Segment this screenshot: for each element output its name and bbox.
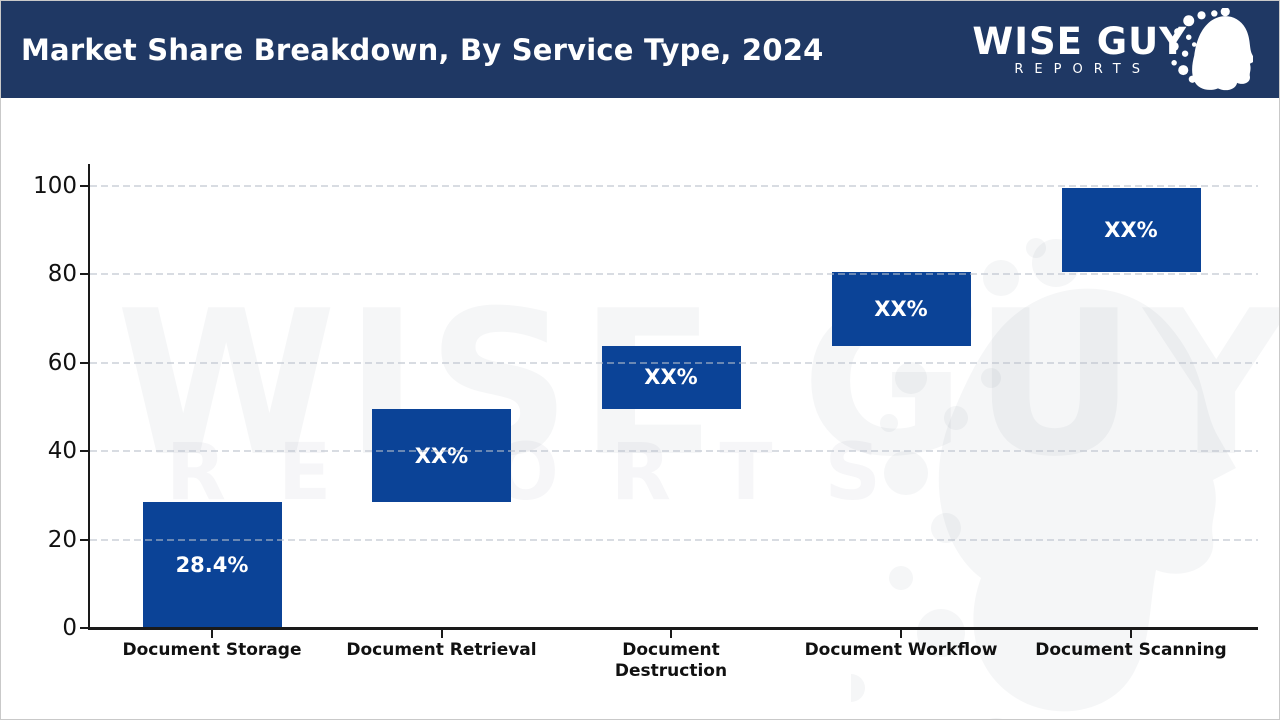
- y-tick-label: 40: [47, 438, 77, 465]
- gridline-20: [90, 538, 1258, 541]
- x-axis: [88, 627, 1258, 630]
- header-bar: Market Share Breakdown, By Service Type,…: [1, 1, 1279, 98]
- bar-value-label: XX%: [874, 296, 928, 321]
- x-tick-mark: [900, 629, 902, 638]
- gridline-80: [90, 273, 1258, 276]
- y-tick-label: 0: [62, 615, 77, 641]
- gridline-100: [90, 185, 1258, 187]
- bar-segment: XX%: [1061, 187, 1201, 272]
- bar-segment: XX%: [831, 271, 971, 346]
- bar-segment: XX%: [372, 408, 511, 503]
- y-tick-mark: [80, 361, 89, 364]
- x-category-label: Document Storage: [122, 640, 302, 660]
- brand-logo: WISE GUY REPORTS: [972, 1, 1253, 98]
- gridline-40: [90, 450, 1258, 453]
- y-tick-mark: [80, 538, 89, 541]
- y-tick-mark: [80, 273, 89, 276]
- brand-name: WISE GUY: [972, 19, 1187, 63]
- y-tick-label: 100: [33, 173, 77, 199]
- y-tick-mark: [80, 185, 89, 187]
- gridline-60: [90, 361, 1258, 364]
- y-tick-label: 20: [47, 526, 77, 553]
- brand-logo-text: WISE GUY REPORTS: [972, 23, 1187, 77]
- x-category-label: Document Scanning: [1035, 640, 1227, 660]
- brand-face-icon: [1169, 7, 1253, 90]
- x-tick-mark: [1130, 629, 1132, 638]
- brand-subname: REPORTS: [1014, 61, 1151, 77]
- y-axis: [88, 164, 90, 629]
- page-title: Market Share Breakdown, By Service Type,…: [21, 32, 824, 67]
- y-tick-label: 80: [47, 261, 77, 288]
- bar-segment: 28.4%: [142, 502, 282, 628]
- y-tick-mark: [80, 450, 89, 453]
- x-tick-mark: [211, 629, 213, 638]
- bar-value-label: XX%: [414, 443, 469, 468]
- x-tick-mark: [670, 629, 672, 638]
- x-category-label: Document Retrieval: [346, 640, 537, 660]
- bar-value-label: XX%: [1104, 217, 1158, 242]
- bar-value-label: 28.4%: [175, 553, 249, 578]
- y-tick-mark: [80, 627, 89, 629]
- bar-segment: XX%: [601, 346, 741, 409]
- x-category-label: Document Workflow: [804, 640, 998, 660]
- x-category-label: Document Destruction: [614, 640, 728, 682]
- bar-value-label: XX%: [644, 365, 698, 390]
- x-tick-mark: [440, 629, 443, 638]
- y-tick-label: 60: [47, 349, 77, 376]
